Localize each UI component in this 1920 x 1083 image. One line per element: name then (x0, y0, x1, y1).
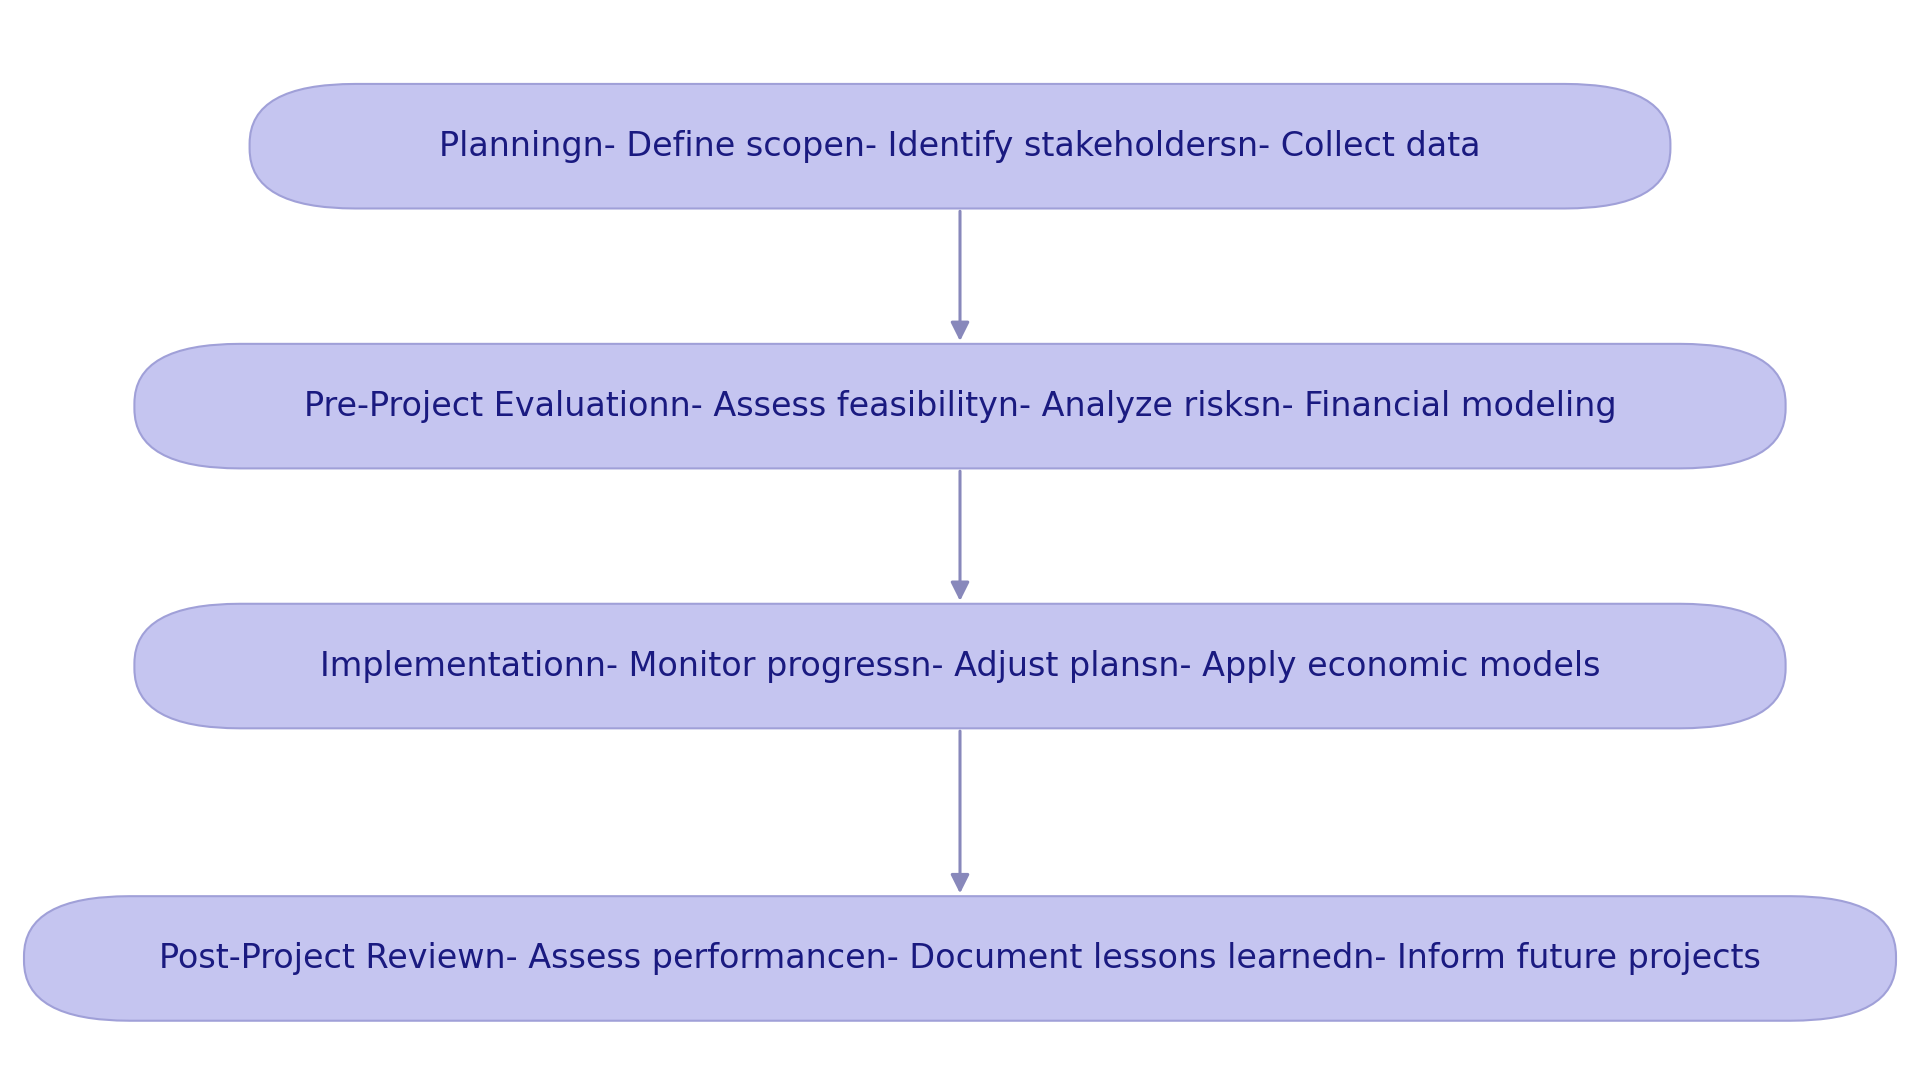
FancyBboxPatch shape (25, 897, 1895, 1020)
Text: Planningn- Define scopen- Identify stakeholdersn- Collect data: Planningn- Define scopen- Identify stake… (440, 130, 1480, 162)
Text: Implementationn- Monitor progressn- Adjust plansn- Apply economic models: Implementationn- Monitor progressn- Adju… (321, 650, 1599, 682)
FancyBboxPatch shape (134, 344, 1786, 469)
Text: Pre-Project Evaluationn- Assess feasibilityn- Analyze risksn- Financial modeling: Pre-Project Evaluationn- Assess feasibil… (303, 390, 1617, 422)
FancyBboxPatch shape (134, 604, 1786, 728)
Text: Post-Project Reviewn- Assess performancen- Document lessons learnedn- Inform fut: Post-Project Reviewn- Assess performance… (159, 942, 1761, 975)
FancyBboxPatch shape (250, 84, 1670, 208)
